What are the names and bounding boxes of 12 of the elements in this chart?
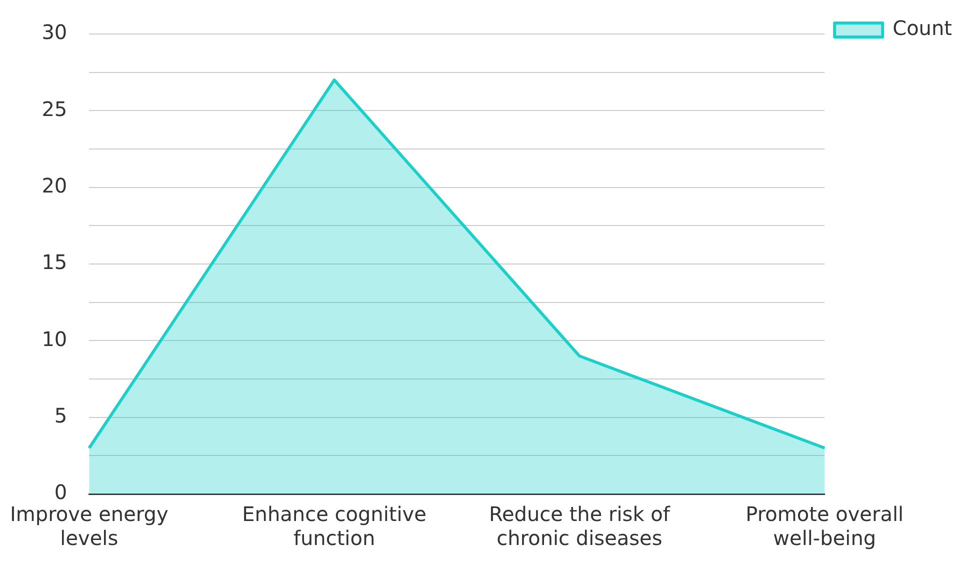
- x-tick-label: Enhance cognitive function: [242, 502, 426, 550]
- x-tick-label: Reduce the risk of chronic diseases: [488, 502, 671, 550]
- y-tick-label: 15: [42, 250, 68, 274]
- y-tick-label: 5: [54, 404, 68, 428]
- x-tick-label: Improve energy levels: [10, 502, 168, 550]
- legend-label: Count: [892, 16, 952, 40]
- y-tick-label: 10: [42, 326, 68, 351]
- y-tick-label: 0: [54, 480, 68, 504]
- y-tick-label: 25: [42, 96, 68, 121]
- y-tick-label: 30: [42, 20, 68, 44]
- x-tick-label: Promote overall well-being: [746, 502, 904, 550]
- y-tick-label: 20: [42, 174, 68, 198]
